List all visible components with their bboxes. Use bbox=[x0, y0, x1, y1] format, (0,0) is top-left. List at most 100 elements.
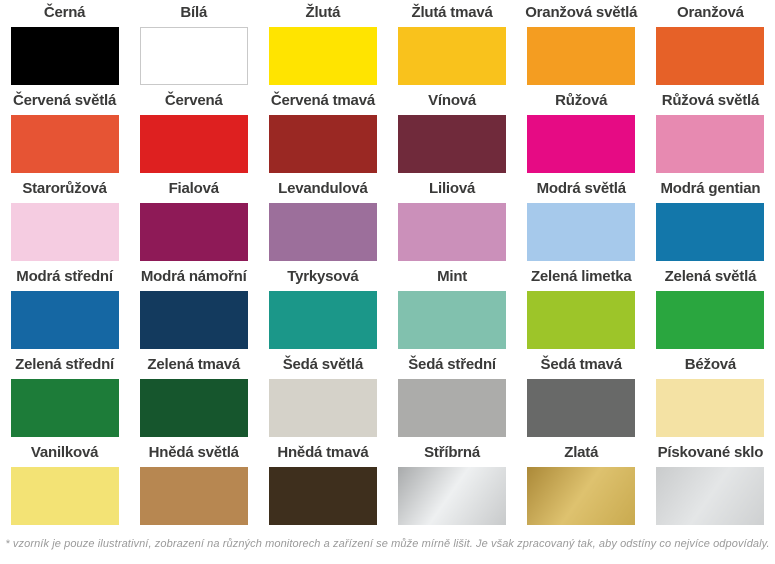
swatch-label: Oranžová bbox=[677, 4, 744, 21]
swatch-cell: Starorůžová bbox=[0, 178, 129, 266]
swatch bbox=[268, 203, 377, 261]
swatch bbox=[656, 467, 765, 525]
swatch-label: Hnědá tmavá bbox=[277, 444, 369, 461]
swatch-cell: Béžová bbox=[646, 354, 775, 442]
swatch-cell: Modrá námořní bbox=[129, 266, 258, 354]
swatch bbox=[398, 379, 507, 437]
swatch-label: Modrá námořní bbox=[140, 268, 247, 285]
swatch bbox=[527, 379, 636, 437]
swatch bbox=[656, 27, 765, 85]
swatch-label: Fialová bbox=[168, 180, 219, 197]
swatch bbox=[10, 379, 119, 437]
swatch-cell: Růžová světlá bbox=[646, 90, 775, 178]
swatch-label: Liliová bbox=[429, 180, 476, 197]
swatch-label: Zelená střední bbox=[15, 356, 115, 373]
swatch-cell: Šedá tmavá bbox=[517, 354, 646, 442]
swatch-label: Žlutá bbox=[305, 4, 341, 21]
swatch-cell: Oranžová světlá bbox=[517, 2, 646, 90]
swatch-label: Mint bbox=[437, 268, 468, 285]
swatch-label: Zelená tmavá bbox=[147, 356, 241, 373]
swatch-label: Červená tmavá bbox=[270, 92, 375, 109]
swatch bbox=[527, 291, 636, 349]
swatch bbox=[398, 203, 507, 261]
swatch-label: Zelená limetka bbox=[530, 268, 632, 285]
swatch-cell: Mint bbox=[388, 266, 517, 354]
swatch-cell: Žlutá bbox=[258, 2, 387, 90]
swatch bbox=[268, 291, 377, 349]
swatch bbox=[527, 27, 636, 85]
swatch bbox=[139, 115, 248, 173]
swatch bbox=[398, 291, 507, 349]
swatch-cell: Oranžová bbox=[646, 2, 775, 90]
swatch bbox=[10, 27, 119, 85]
swatch-cell: Vínová bbox=[388, 90, 517, 178]
swatch-cell: Černá bbox=[0, 2, 129, 90]
swatch bbox=[268, 467, 377, 525]
swatch-label: Béžová bbox=[684, 356, 737, 373]
swatch-cell: Bílá bbox=[129, 2, 258, 90]
swatch-cell: Hnědá světlá bbox=[129, 442, 258, 530]
swatch-label: Levandulová bbox=[278, 180, 368, 197]
swatch-cell: Žlutá tmavá bbox=[388, 2, 517, 90]
swatch-cell: Modrá střední bbox=[0, 266, 129, 354]
footnote: * vzorník je pouze ilustrativní, zobraze… bbox=[5, 538, 770, 550]
swatch-label: Růžová bbox=[555, 92, 608, 109]
swatch-cell: Levandulová bbox=[258, 178, 387, 266]
swatch-label: Starorůžová bbox=[22, 180, 107, 197]
swatch-label: Oranžová světlá bbox=[525, 4, 638, 21]
swatch-label: Stříbrná bbox=[424, 444, 481, 461]
swatch-cell: Tyrkysová bbox=[258, 266, 387, 354]
swatch bbox=[656, 291, 765, 349]
swatch-label: Šedá tmavá bbox=[540, 356, 623, 373]
swatch-label: Zelená světlá bbox=[664, 268, 757, 285]
swatch-cell: Fialová bbox=[129, 178, 258, 266]
swatch bbox=[398, 467, 507, 525]
swatch-cell: Červená tmavá bbox=[258, 90, 387, 178]
swatch-label: Žlutá tmavá bbox=[411, 4, 493, 21]
swatch-label: Vanilková bbox=[30, 444, 99, 461]
swatch bbox=[10, 115, 119, 173]
swatch-label: Modrá světlá bbox=[536, 180, 627, 197]
swatch bbox=[139, 467, 248, 525]
swatch bbox=[268, 379, 377, 437]
swatch-cell: Hnědá tmavá bbox=[258, 442, 387, 530]
swatch-cell: Modrá gentian bbox=[646, 178, 775, 266]
swatch-label: Růžová světlá bbox=[661, 92, 760, 109]
swatch bbox=[527, 115, 636, 173]
swatch-cell: Šedá světlá bbox=[258, 354, 387, 442]
swatch-cell: Růžová bbox=[517, 90, 646, 178]
swatch bbox=[10, 291, 119, 349]
swatch-cell: Zelená světlá bbox=[646, 266, 775, 354]
swatch-cell: Zlatá bbox=[517, 442, 646, 530]
swatch-label: Červená bbox=[164, 92, 223, 109]
swatch bbox=[10, 467, 119, 525]
swatch-label: Tyrkysová bbox=[287, 268, 359, 285]
swatch bbox=[139, 379, 248, 437]
swatch bbox=[656, 203, 765, 261]
swatch-cell: Červená bbox=[129, 90, 258, 178]
swatch-label: Šedá světlá bbox=[282, 356, 364, 373]
swatch bbox=[398, 27, 507, 85]
swatch bbox=[268, 115, 377, 173]
swatch-label: Zlatá bbox=[564, 444, 599, 461]
swatch-grid: Černá Bílá Žlutá Žlutá tmavá Oranžová sv… bbox=[0, 2, 775, 530]
swatch-cell: Zelená tmavá bbox=[129, 354, 258, 442]
swatch-label: Modrá střední bbox=[16, 268, 113, 285]
swatch-label: Černá bbox=[43, 4, 86, 21]
swatch bbox=[10, 203, 119, 261]
swatch-cell: Červená světlá bbox=[0, 90, 129, 178]
swatch-label: Šedá střední bbox=[408, 356, 496, 373]
swatch-label: Bílá bbox=[180, 4, 208, 21]
swatch-cell: Liliová bbox=[388, 178, 517, 266]
swatch-cell: Stříbrná bbox=[388, 442, 517, 530]
swatch-cell: Šedá střední bbox=[388, 354, 517, 442]
swatch-cell: Vanilková bbox=[0, 442, 129, 530]
swatch-label: Hnědá světlá bbox=[148, 444, 239, 461]
swatch bbox=[268, 27, 377, 85]
swatch bbox=[398, 115, 507, 173]
swatch-cell: Zelená limetka bbox=[517, 266, 646, 354]
swatch bbox=[139, 27, 248, 85]
swatch-label: Červená světlá bbox=[13, 92, 117, 109]
swatch bbox=[139, 203, 248, 261]
swatch bbox=[527, 203, 636, 261]
